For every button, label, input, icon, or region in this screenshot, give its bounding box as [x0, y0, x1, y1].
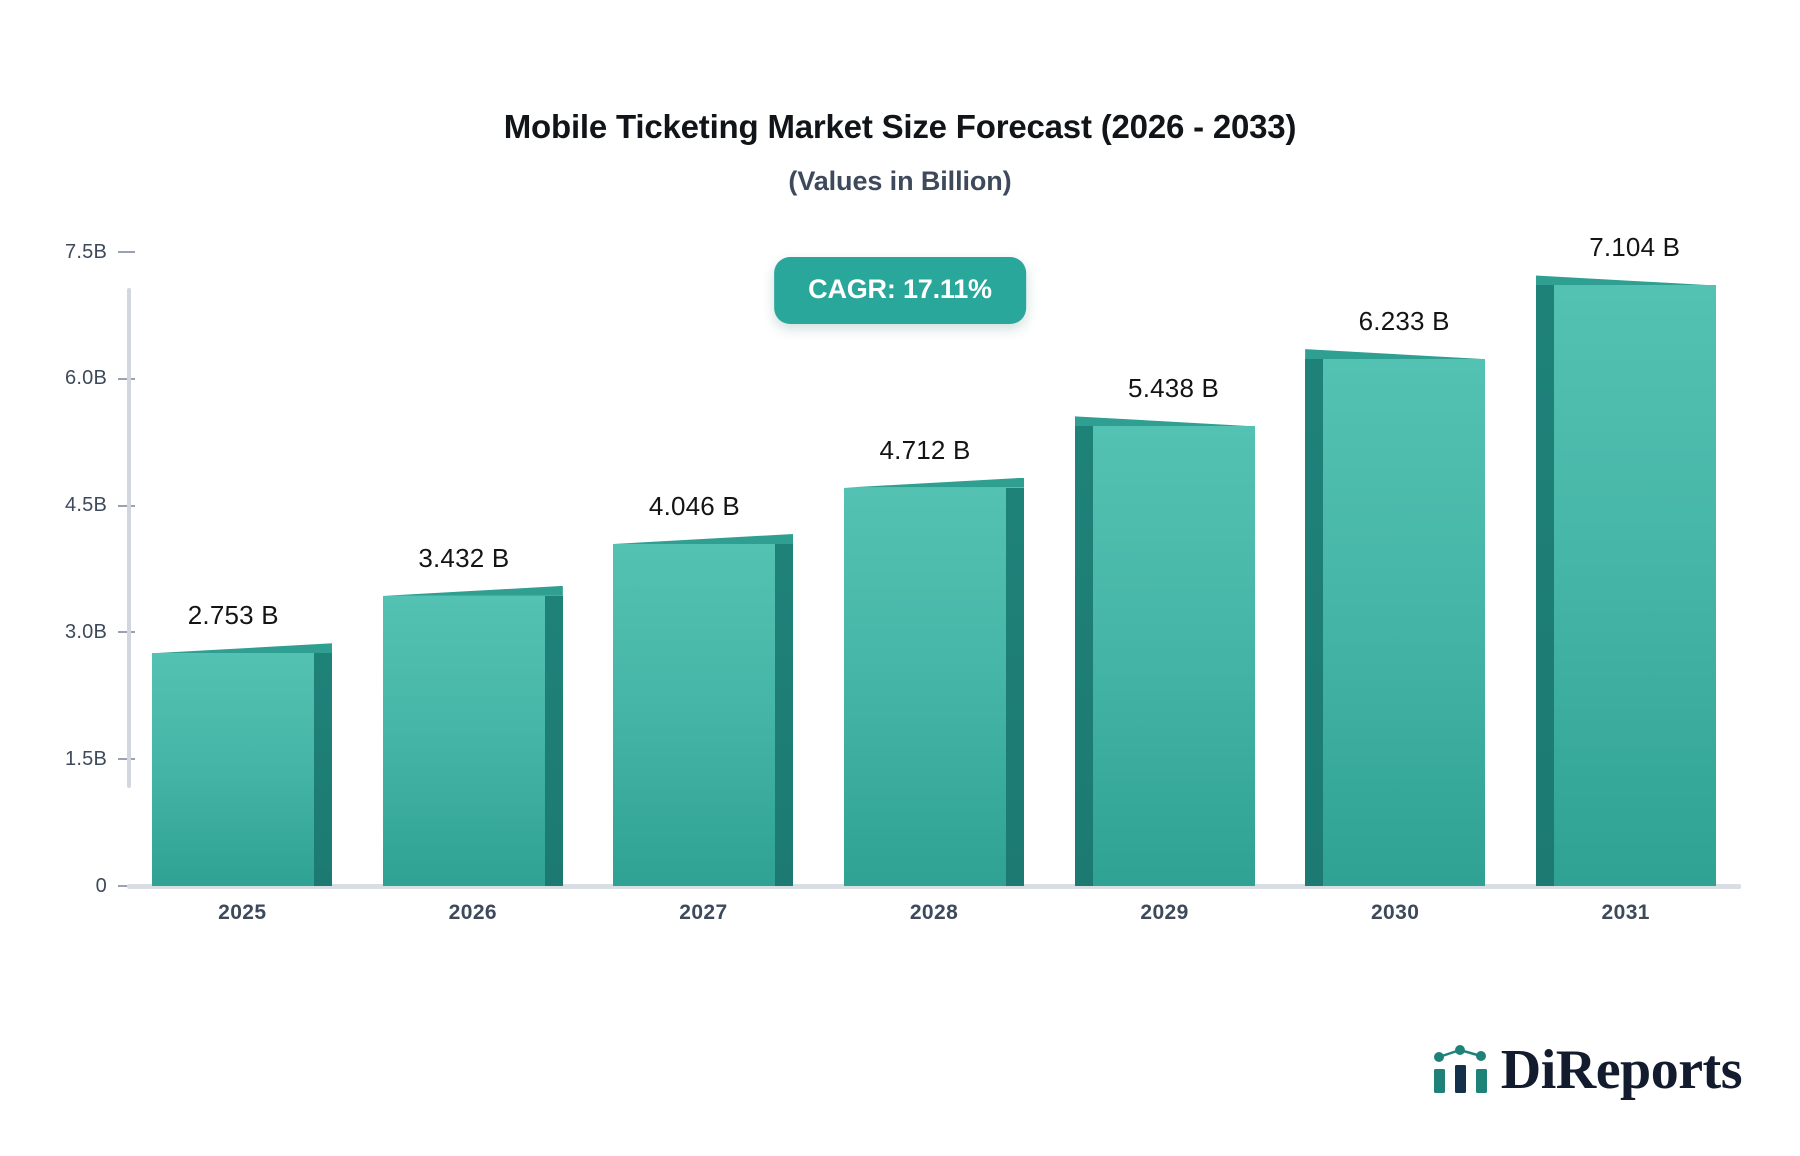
bar-side-face	[1305, 359, 1324, 886]
y-axis-tick-mark	[118, 504, 135, 507]
x-axis: 2025 2026 2027 2028 2029 2030 2031	[127, 893, 1741, 933]
bar-series: 2.753 B 3.432 B 4.046 B 4.712 B 5.438 B 6.233…	[127, 232, 1741, 886]
bar-side-face	[1074, 426, 1093, 886]
bar[interactable]	[1535, 275, 1716, 886]
bar-slot: 2.753 B	[152, 240, 333, 886]
y-axis: 0 1.5B 3.0B 4.5B 6.0B 7.5B	[0, 0, 135, 1156]
bar[interactable]	[152, 643, 333, 886]
bar-value-label: 2.753 B	[187, 600, 279, 631]
bar-slot: 5.438 B	[1074, 240, 1255, 886]
y-axis-tick: 4.5B	[65, 494, 135, 517]
bar-value-label: 5.438 B	[1128, 373, 1220, 404]
x-axis-tick-label: 2030	[1370, 901, 1420, 924]
y-axis-tick-label: 1.5B	[65, 747, 107, 770]
bar[interactable]	[613, 533, 794, 886]
bar-slot: 3.432 B	[382, 240, 563, 886]
x-axis-line	[127, 884, 1741, 889]
chart-header: Mobile Ticketing Market Size Forecast (2…	[0, 108, 1800, 197]
bar-side-face	[544, 595, 563, 886]
bar-chart-logo-icon	[1433, 1045, 1487, 1093]
y-axis-tick-mark	[118, 377, 135, 380]
y-axis-tick: 1.5B	[65, 747, 135, 770]
page-title: Mobile Ticketing Market Size Forecast (2…	[503, 108, 1297, 145]
y-axis-tick-mark	[118, 631, 135, 634]
logo-text: DiReports	[1500, 1039, 1743, 1101]
cagr-badge: CAGR: 17.11%	[774, 257, 1026, 324]
bar[interactable]	[844, 477, 1024, 886]
bar-slot: 6.233 B	[1305, 240, 1486, 886]
bar-side-face	[314, 653, 333, 886]
bar-top-face	[613, 533, 794, 544]
x-axis-tick-label: 2027	[679, 901, 728, 924]
x-axis-tick-label: 2026	[448, 901, 498, 924]
bar[interactable]	[1305, 349, 1486, 886]
bar-value-label: 7.104 B	[1589, 232, 1681, 263]
x-axis-tick-label: 2031	[1601, 901, 1650, 924]
bar-value-label: 6.233 B	[1358, 306, 1450, 337]
y-axis-tick-label: 0	[95, 874, 107, 897]
bar-top-face	[1535, 275, 1716, 286]
direports-logo: DiReports	[1431, 1039, 1743, 1101]
y-axis-tick-label: 4.5B	[65, 494, 107, 517]
bar-front-face	[613, 543, 776, 886]
y-axis-tick-mark	[118, 251, 135, 253]
y-axis-tick: 6.0B	[65, 367, 135, 390]
bar-top-face	[382, 585, 563, 596]
bar-front-face	[1323, 359, 1486, 886]
y-axis-line	[127, 288, 131, 788]
bar-top-face	[844, 477, 1024, 488]
bar-front-face	[1553, 285, 1716, 886]
bar[interactable]	[1074, 416, 1255, 886]
y-axis-tick-label: 7.5B	[65, 240, 107, 263]
bar-front-face	[152, 653, 315, 886]
bar-value-label: 4.712 B	[879, 434, 971, 465]
y-axis-tick: 0	[95, 874, 135, 897]
bar-slot: 4.712 B	[844, 240, 1024, 886]
y-axis-tick-label: 3.0B	[65, 620, 107, 643]
bar-slot: 4.046 B	[613, 240, 794, 886]
bar-top-face	[152, 643, 333, 654]
bar-side-face	[775, 543, 794, 886]
bar-slot: 7.104 B	[1535, 232, 1716, 886]
bar-front-face	[382, 595, 545, 886]
x-axis-tick-label: 2029	[1140, 901, 1189, 924]
bar-side-face	[1535, 285, 1554, 886]
bar[interactable]	[382, 585, 563, 886]
bar-front-face	[844, 487, 1006, 886]
bar-front-face	[1092, 426, 1255, 886]
y-axis-tick-mark	[118, 758, 135, 761]
bar-top-face	[1074, 416, 1255, 427]
x-axis-tick-label: 2025	[218, 901, 267, 924]
y-axis-tick: 7.5B	[65, 240, 135, 263]
chart-subtitle: (Values in Billion)	[788, 165, 1012, 196]
bar-value-label: 3.432 B	[418, 542, 510, 573]
x-axis-tick-label: 2028	[909, 901, 959, 924]
y-axis-tick: 3.0B	[65, 620, 135, 643]
bar-top-face	[1305, 349, 1486, 360]
bar-side-face	[1006, 487, 1024, 886]
bar-value-label: 4.046 B	[648, 490, 740, 521]
y-axis-tick-label: 6.0B	[65, 367, 107, 390]
y-axis-tick-mark	[118, 885, 135, 887]
